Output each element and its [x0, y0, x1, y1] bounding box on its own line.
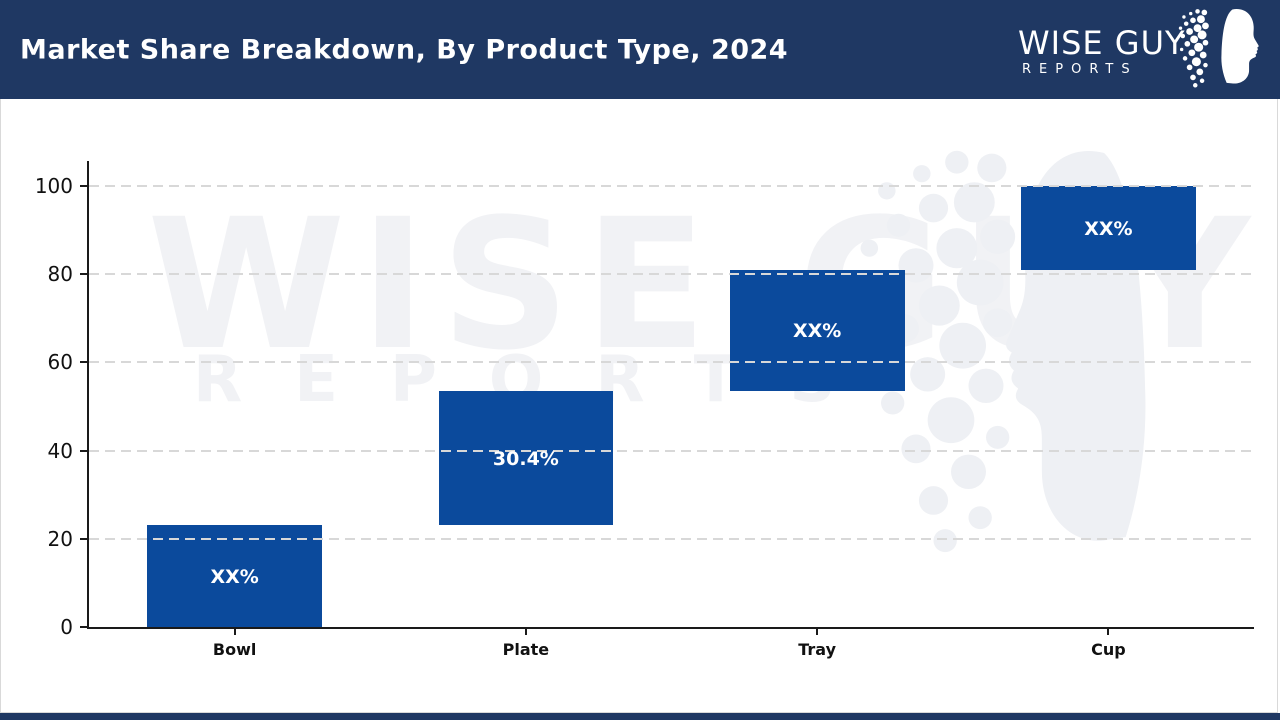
- wise-guy-logo: WISE GUY REPORTS: [1018, 6, 1268, 94]
- x-tick-mark: [1107, 627, 1110, 635]
- y-tick-label: 100: [34, 173, 73, 198]
- bar-label: XX%: [792, 320, 842, 343]
- x-axis-label: Plate: [502, 640, 550, 659]
- logo-reports-text: REPORTS: [1022, 62, 1138, 77]
- x-axis-label: Tray: [798, 640, 837, 659]
- bar: [438, 391, 614, 526]
- y-tick-label: 80: [47, 262, 73, 287]
- y-tick-mark: [80, 537, 89, 540]
- x-tick-mark: [524, 627, 527, 635]
- header: Market Share Breakdown, By Product Type,…: [0, 0, 1280, 99]
- gridline: [89, 361, 1254, 364]
- gridline: [89, 273, 1254, 276]
- gridline: [89, 537, 1254, 540]
- y-tick-label: 60: [47, 350, 73, 375]
- x-tick-mark: [233, 627, 236, 635]
- y-tick-mark: [80, 449, 89, 452]
- bar-label: XX%: [1084, 217, 1133, 240]
- y-axis: [87, 161, 89, 629]
- bar-label: 30.4%: [492, 448, 559, 471]
- y-tick-label: 20: [47, 526, 73, 551]
- y-tick-mark: [80, 184, 89, 187]
- gridline: [89, 184, 1254, 187]
- page-title: Market Share Breakdown, By Product Type,…: [20, 34, 789, 65]
- footer-bar: [0, 713, 1280, 720]
- logo-wiseguy-text: WISE GUY: [1018, 24, 1186, 62]
- plot-area: 0 20 40 60 80 100 XX% Bowl 30.4% Plate XX% Tray XX% C…: [35, 161, 1254, 659]
- y-tick-mark: [80, 361, 89, 364]
- bar: [147, 525, 322, 627]
- watermark-dots-icon: [860, 150, 1016, 553]
- y-tick-label: 40: [47, 438, 73, 463]
- bar: [1021, 185, 1196, 270]
- logo-dots-icon: [1178, 9, 1209, 88]
- gridline: [89, 449, 1254, 452]
- bar: [729, 269, 905, 392]
- x-axis-label: Cup: [1091, 640, 1126, 659]
- y-tick-mark: [80, 273, 89, 276]
- x-axis-label: Bowl: [212, 640, 257, 659]
- chart-canvas: WISE GUY REPORTS 0 20 40 60 80 100 XX% Bowl 30.4…: [0, 99, 1278, 713]
- y-tick-label: 0: [60, 615, 73, 639]
- y-tick-mark: [80, 626, 89, 628]
- x-axis: [87, 627, 1254, 629]
- logo-head-icon: [1221, 9, 1259, 84]
- x-tick-mark: [816, 627, 819, 635]
- bar-label: XX%: [210, 566, 259, 589]
